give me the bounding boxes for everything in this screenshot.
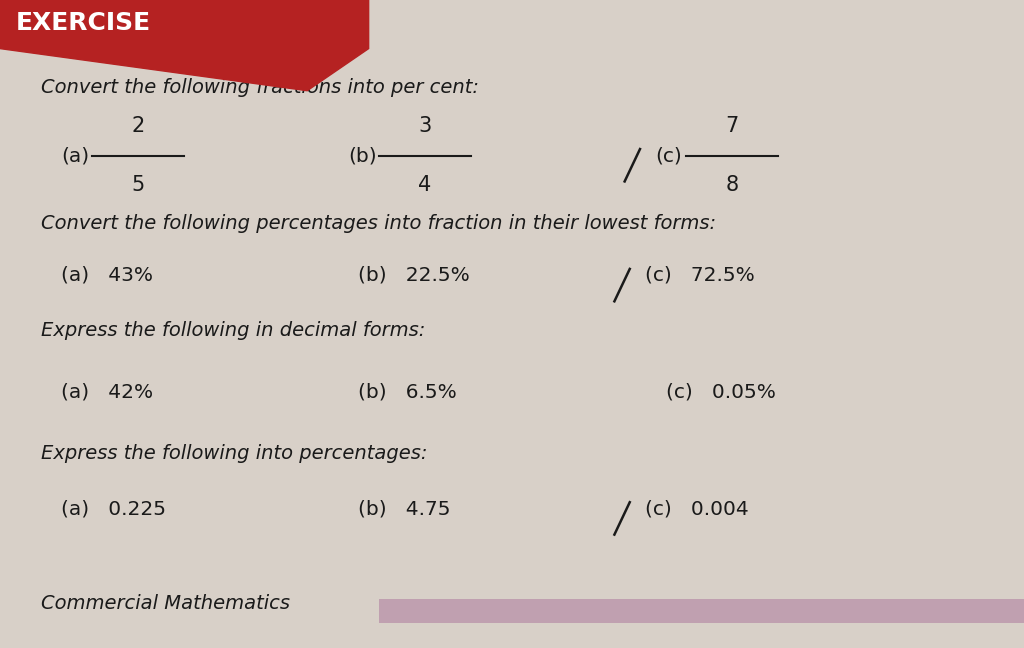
Text: (b)   6.5%: (b) 6.5% bbox=[358, 382, 457, 402]
Text: (a)   0.225: (a) 0.225 bbox=[61, 499, 167, 518]
FancyBboxPatch shape bbox=[379, 599, 1024, 623]
Text: 7: 7 bbox=[726, 117, 738, 136]
Text: Convert the following percentages into fraction in their lowest forms:: Convert the following percentages into f… bbox=[41, 214, 716, 233]
Text: 4: 4 bbox=[419, 175, 431, 194]
Text: 5: 5 bbox=[132, 175, 144, 194]
Text: (c)   0.004: (c) 0.004 bbox=[645, 499, 749, 518]
Text: Convert the following fractions into per cent:: Convert the following fractions into per… bbox=[41, 78, 479, 97]
Text: (c)   72.5%: (c) 72.5% bbox=[645, 266, 755, 285]
Text: (b): (b) bbox=[348, 146, 377, 165]
Text: (c)   0.05%: (c) 0.05% bbox=[666, 382, 775, 402]
Text: 3: 3 bbox=[419, 117, 431, 136]
Text: 8: 8 bbox=[726, 175, 738, 194]
Text: (a): (a) bbox=[61, 146, 89, 165]
Text: (b)   4.75: (b) 4.75 bbox=[358, 499, 451, 518]
Text: EXERCISE: EXERCISE bbox=[15, 10, 151, 35]
Text: (a)   42%: (a) 42% bbox=[61, 382, 154, 402]
Text: Express the following in decimal forms:: Express the following in decimal forms: bbox=[41, 321, 425, 340]
Text: 2: 2 bbox=[132, 117, 144, 136]
Polygon shape bbox=[0, 0, 369, 91]
Text: (a)   43%: (a) 43% bbox=[61, 266, 154, 285]
Text: Commercial Mathematics: Commercial Mathematics bbox=[41, 594, 290, 614]
Text: (c): (c) bbox=[655, 146, 682, 165]
Text: Express the following into percentages:: Express the following into percentages: bbox=[41, 444, 427, 463]
Text: (b)   22.5%: (b) 22.5% bbox=[358, 266, 470, 285]
